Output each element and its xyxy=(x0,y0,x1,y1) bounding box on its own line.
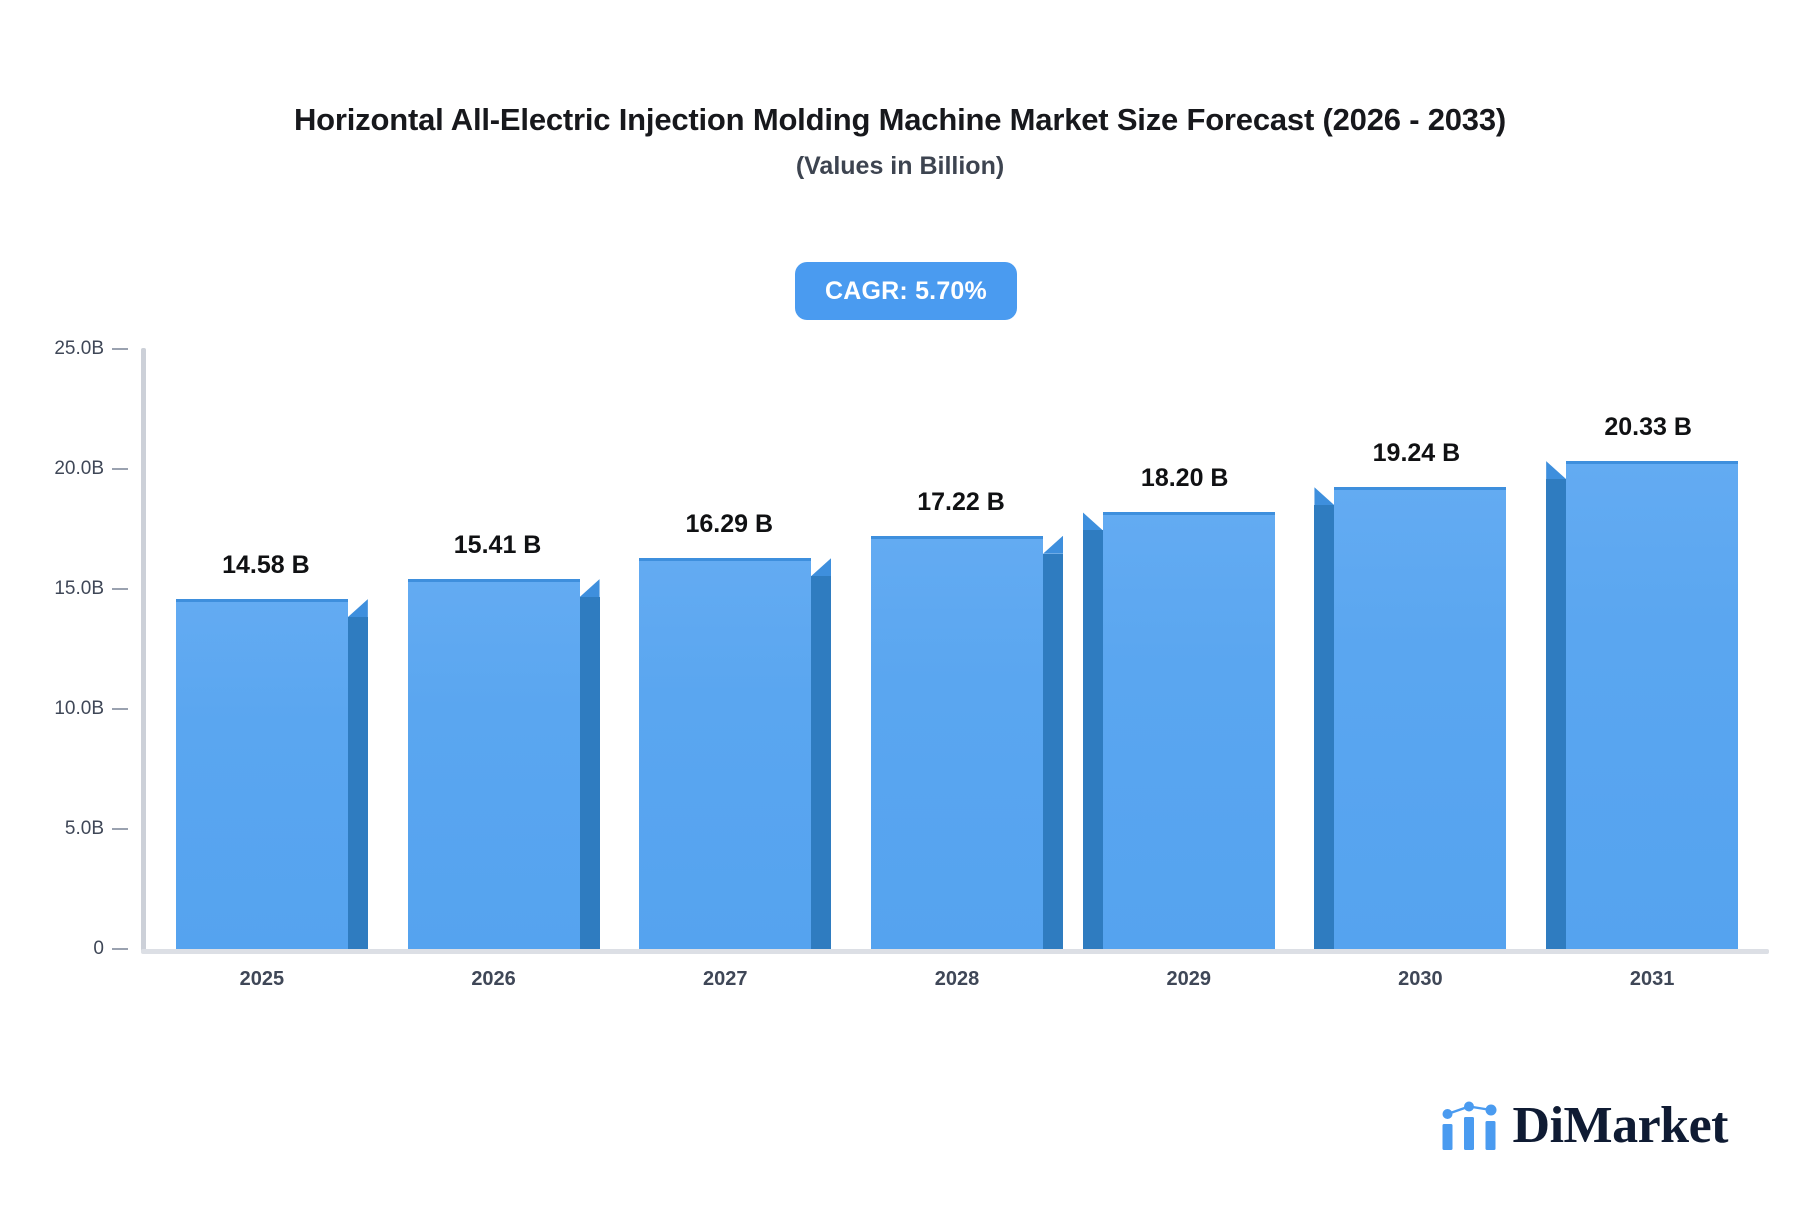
x-axis-tick-label: 2027 xyxy=(703,968,748,990)
bar-value-label: 17.22 B xyxy=(917,487,1005,516)
bar-chart-icon xyxy=(1442,1101,1497,1150)
bar[interactable] xyxy=(871,535,1063,949)
bar-side-face xyxy=(1546,479,1567,949)
cagr-badge: CAGR: 5.70% xyxy=(795,262,1017,320)
y-axis-tick-label-text: 5.0B xyxy=(64,818,104,839)
x-axis-line xyxy=(141,949,1769,954)
bar[interactable] xyxy=(407,579,600,949)
page-title: Horizontal All-Electric Injection Moldin… xyxy=(293,102,1507,137)
bar-top-face xyxy=(1314,487,1335,506)
bar-top-face xyxy=(1546,461,1567,480)
y-axis-tick-label-text: 0 xyxy=(93,938,104,959)
title-block: Horizontal All-Electric Injection Moldin… xyxy=(150,100,1650,181)
x-axis-tick-label: 2031 xyxy=(1629,968,1675,990)
bar[interactable] xyxy=(1082,512,1275,949)
y-axis-tick-label-text: 25.0B xyxy=(54,338,104,359)
y-axis-line xyxy=(141,348,146,953)
bar-top-face xyxy=(1043,535,1063,554)
y-axis-tick-label-text: 15.0B xyxy=(54,578,104,599)
x-axis-tick-label: 2028 xyxy=(934,968,980,990)
bar-top-face xyxy=(579,579,600,598)
bar-front-face xyxy=(1102,512,1275,949)
bar-side-face xyxy=(1082,530,1103,949)
y-axis-tick-label-text: 10.0B xyxy=(54,698,104,719)
bar-front-face xyxy=(175,599,348,949)
bar-side-face xyxy=(811,576,832,949)
bar-side-face xyxy=(1314,505,1335,949)
bar[interactable] xyxy=(639,558,832,949)
y-axis-tick-mark xyxy=(112,948,128,950)
bar-side-face xyxy=(1043,553,1063,949)
bar-value-label: 15.41 B xyxy=(453,531,542,560)
y-axis-tick-mark xyxy=(112,348,128,350)
bar-front-face xyxy=(871,535,1043,949)
bar-front-face xyxy=(639,558,812,949)
bar-value-label: 16.29 B xyxy=(685,510,774,539)
bar-front-face xyxy=(407,579,580,949)
bar-side-face xyxy=(347,617,368,949)
bar-top-face xyxy=(1082,512,1103,531)
brand-logo: DiMarket xyxy=(1441,1097,1729,1154)
bar-top-face xyxy=(347,599,368,618)
bar[interactable] xyxy=(1314,487,1507,949)
bar[interactable] xyxy=(1546,461,1739,949)
bar-front-face xyxy=(1334,487,1507,949)
y-axis-tick-mark xyxy=(112,588,128,590)
bar-value-label: 20.33 B xyxy=(1604,413,1692,442)
x-axis-tick-label: 2025 xyxy=(239,968,285,990)
chart-subtitle: (Values in Billion) xyxy=(795,151,1005,180)
bar-front-face xyxy=(1566,461,1739,949)
x-axis-tick-label: 2026 xyxy=(471,968,516,990)
y-axis-tick-mark xyxy=(112,828,128,830)
x-axis-tick-label: 2029 xyxy=(1166,968,1211,990)
bar-value-label: 18.20 B xyxy=(1140,464,1229,493)
bar-value-label: 14.58 B xyxy=(222,551,310,580)
bar[interactable] xyxy=(175,599,368,949)
brand-name: DiMarket xyxy=(1512,1097,1729,1154)
bar-value-label: 19.24 B xyxy=(1372,439,1461,468)
y-axis-tick-label-text: 20.0B xyxy=(54,458,104,479)
y-axis-tick-mark xyxy=(112,708,128,710)
y-axis-tick-mark xyxy=(112,468,128,470)
x-axis-tick-label: 2030 xyxy=(1398,968,1443,990)
bar-side-face xyxy=(579,597,600,949)
bar-top-face xyxy=(811,558,832,577)
